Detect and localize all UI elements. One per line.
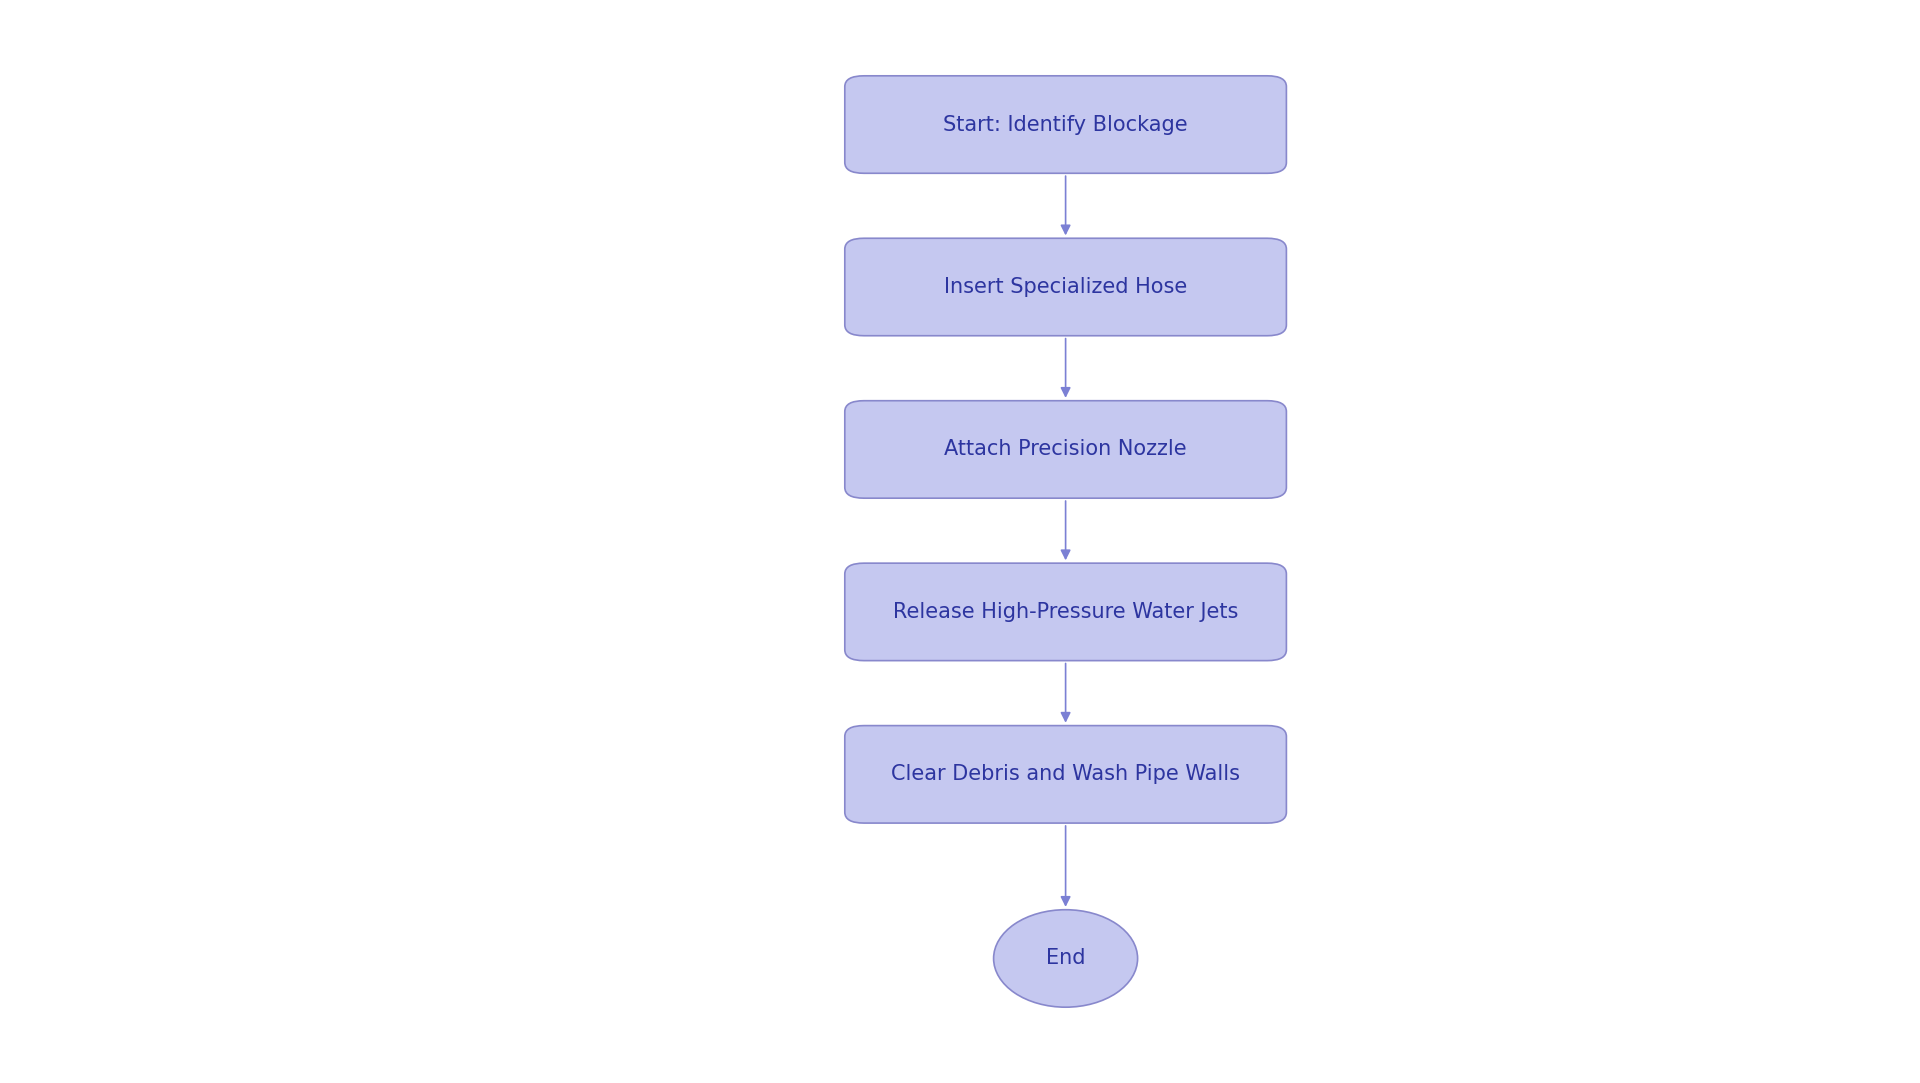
FancyBboxPatch shape <box>845 563 1286 661</box>
Text: Clear Debris and Wash Pipe Walls: Clear Debris and Wash Pipe Walls <box>891 765 1240 784</box>
Text: Start: Identify Blockage: Start: Identify Blockage <box>943 115 1188 134</box>
FancyBboxPatch shape <box>845 726 1286 823</box>
Text: Insert Specialized Hose: Insert Specialized Hose <box>945 277 1187 297</box>
Ellipse shape <box>995 910 1137 1007</box>
FancyBboxPatch shape <box>845 76 1286 173</box>
FancyBboxPatch shape <box>845 401 1286 498</box>
FancyBboxPatch shape <box>845 238 1286 336</box>
Text: End: End <box>1046 949 1085 968</box>
Text: Attach Precision Nozzle: Attach Precision Nozzle <box>945 440 1187 459</box>
Text: Release High-Pressure Water Jets: Release High-Pressure Water Jets <box>893 602 1238 622</box>
